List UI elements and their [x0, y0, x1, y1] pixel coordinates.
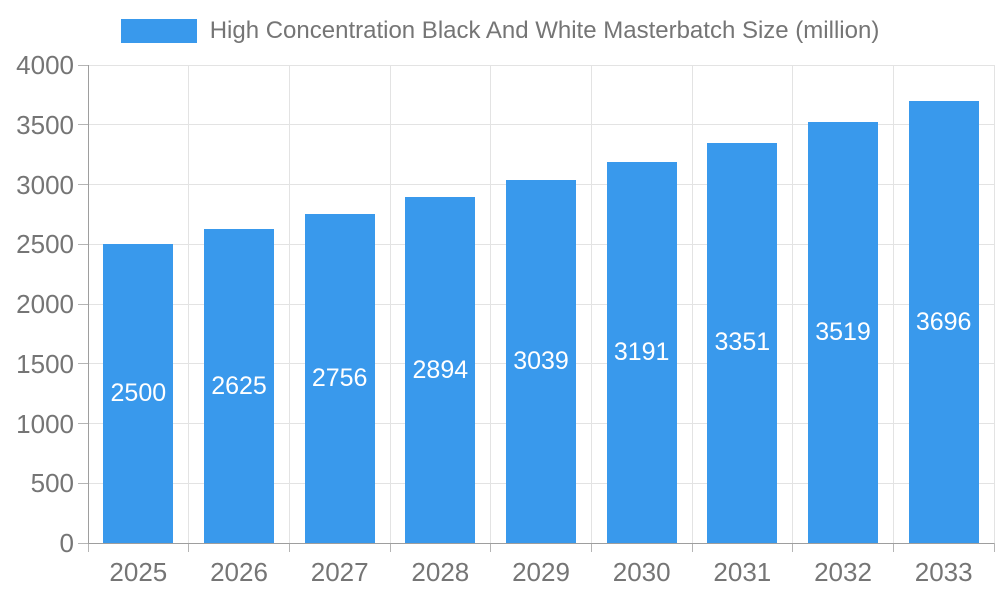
- y-axis-tick: [78, 243, 88, 245]
- x-axis-tick: [691, 543, 693, 552]
- y-axis-label: 3500: [16, 109, 74, 140]
- x-axis-tick: [87, 543, 89, 552]
- x-axis-label: 2032: [814, 557, 872, 587]
- x-axis-label: 2029: [512, 557, 570, 587]
- x-gridline: [792, 65, 794, 543]
- x-axis-label: 2027: [310, 557, 369, 587]
- bar-value-label: 2894: [412, 355, 469, 384]
- x-gridline: [892, 65, 894, 543]
- bar[interactable]: 2500: [103, 244, 174, 543]
- y-axis-label: 4000: [16, 50, 74, 80]
- y-axis-tick: [78, 124, 88, 126]
- y-axis-tick: [78, 64, 88, 66]
- bar-value-label: 2625: [211, 371, 267, 400]
- x-axis-tick: [993, 543, 995, 552]
- x-axis-label: 2028: [411, 557, 470, 587]
- x-gridline: [490, 65, 492, 543]
- bar-value-label: 3519: [815, 318, 871, 347]
- bar[interactable]: 3696: [908, 101, 979, 543]
- bar-value-label: 2756: [311, 363, 368, 392]
- y-axis-label: 2500: [16, 229, 74, 260]
- y-gridline: [88, 64, 994, 66]
- y-axis-label: 1500: [16, 348, 74, 379]
- y-axis-label: 500: [30, 468, 74, 499]
- bar[interactable]: 2894: [405, 197, 476, 543]
- y-axis-tick: [78, 542, 88, 544]
- y-axis-tick: [78, 423, 88, 424]
- bar-value-label: 3039: [513, 346, 569, 375]
- y-axis-tick: [78, 184, 88, 185]
- x-gridline: [188, 65, 190, 543]
- y-axis-line: [88, 65, 89, 543]
- x-axis-tick: [490, 543, 492, 552]
- bar[interactable]: 3351: [707, 142, 778, 543]
- x-axis-label: 2033: [914, 557, 973, 587]
- x-gridline: [590, 65, 592, 543]
- bar[interactable]: 3039: [506, 179, 576, 543]
- x-axis-tick: [288, 543, 290, 552]
- chart-legend[interactable]: High Concentration Black And White Maste…: [0, 17, 1000, 45]
- x-axis-tick: [389, 543, 391, 552]
- bar-value-label: 2500: [110, 379, 167, 408]
- x-axis-tick: [792, 543, 794, 552]
- x-axis-tick: [590, 543, 592, 552]
- x-axis-label: 2025: [109, 557, 168, 587]
- x-gridline: [389, 65, 391, 543]
- bar-value-label: 3191: [613, 337, 670, 366]
- x-axis-label: 2031: [713, 557, 772, 587]
- x-axis-tick: [188, 543, 190, 552]
- y-axis-tick: [78, 482, 88, 484]
- bar-value-label: 3696: [915, 307, 972, 336]
- bar[interactable]: 3191: [606, 161, 677, 543]
- y-axis-label: 0: [59, 528, 74, 558]
- bar[interactable]: 3519: [808, 122, 878, 543]
- bar-value-label: 3351: [714, 328, 771, 357]
- legend-label: High Concentration Black And White Maste…: [209, 17, 880, 44]
- bar[interactable]: 2625: [204, 229, 274, 543]
- y-axis-label: 1000: [16, 408, 74, 439]
- x-gridline: [288, 65, 290, 543]
- y-axis-label: 2000: [16, 289, 74, 319]
- x-axis-line: [88, 543, 994, 544]
- x-axis-tick: [892, 543, 894, 552]
- legend-swatch: [120, 19, 197, 43]
- y-axis-tick: [78, 303, 88, 305]
- y-axis-label: 3000: [16, 169, 74, 200]
- bar[interactable]: 2756: [304, 213, 375, 543]
- x-gridline: [993, 65, 995, 543]
- x-gridline: [691, 65, 693, 543]
- x-axis-label: 2030: [612, 557, 671, 587]
- y-gridline: [88, 124, 994, 126]
- y-axis-tick: [78, 363, 88, 365]
- x-axis-label: 2026: [210, 557, 268, 587]
